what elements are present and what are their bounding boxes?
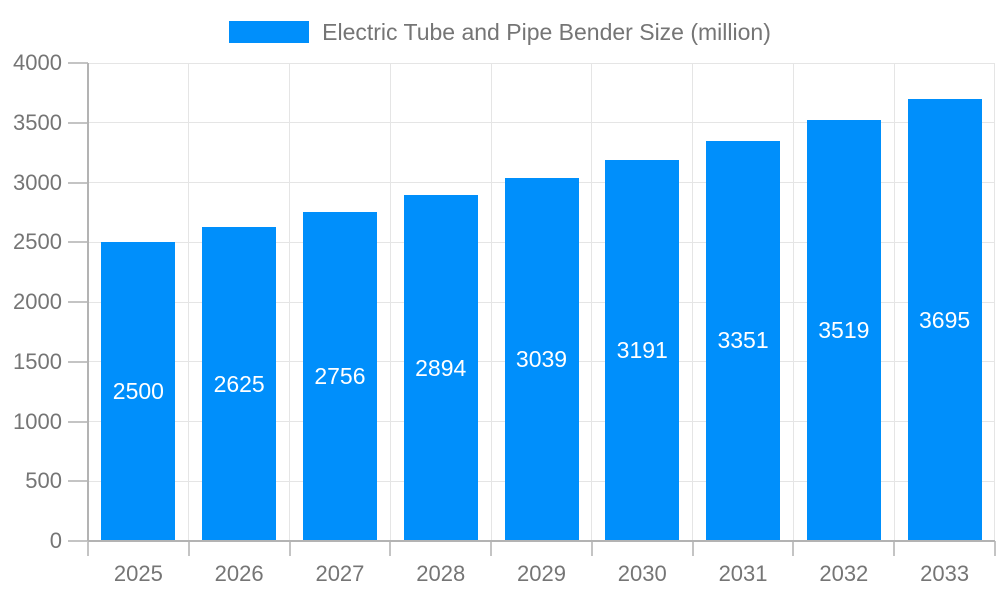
bar-value-label: 2756 — [314, 362, 366, 389]
gridline-vertical — [893, 63, 895, 541]
x-axis-tick — [792, 541, 795, 556]
y-axis-label: 1000 — [13, 408, 62, 434]
bar: 3351 — [706, 140, 781, 541]
bar-value-label: 2625 — [213, 370, 265, 397]
bar-value-label: 3695 — [919, 306, 971, 333]
x-axis-line — [88, 540, 995, 542]
x-axis-label: 2026 — [214, 561, 264, 586]
y-axis-tick — [68, 360, 88, 363]
y-axis-label: 4000 — [13, 50, 62, 75]
gridline-vertical — [188, 63, 190, 541]
x-axis-tick — [187, 541, 190, 556]
bar-value-label: 3519 — [818, 317, 870, 344]
legend-swatch — [229, 21, 310, 43]
y-axis-label: 2000 — [13, 289, 62, 314]
gridline-vertical — [591, 63, 593, 541]
gridline-vertical — [389, 63, 391, 541]
bar: 2500 — [101, 242, 176, 541]
y-axis-label: 1500 — [13, 348, 62, 374]
y-axis-tick — [68, 420, 88, 423]
x-axis-tick — [893, 541, 896, 556]
bar-value-label: 2894 — [415, 354, 467, 381]
bar-value-label: 3191 — [616, 336, 668, 363]
x-axis-tick — [691, 541, 694, 556]
y-axis-tick — [68, 62, 88, 64]
x-axis-tick — [994, 541, 996, 556]
legend[interactable]: Electric Tube and Pipe Bender Size (mill… — [0, 18, 1000, 46]
y-axis-line — [87, 63, 89, 541]
plot-area: 0 500 1000 1500 2000 2500 3000 3500 4000 2500 2625… — [13, 50, 996, 586]
gridline-vertical — [289, 63, 291, 541]
bar-value-label: 3039 — [515, 345, 568, 372]
x-axis-label: 2033 — [920, 561, 970, 586]
x-axis-label: 2031 — [718, 561, 768, 586]
y-axis-tick — [68, 480, 88, 483]
x-axis-label: 2027 — [315, 561, 365, 586]
y-axis-label: 0 — [49, 528, 62, 553]
y-axis-tick — [68, 181, 88, 184]
y-axis-tick — [68, 301, 88, 303]
x-axis-label: 2028 — [416, 561, 466, 586]
x-axis-label: 2032 — [819, 561, 869, 586]
bar: 2894 — [403, 195, 478, 541]
gridline-vertical — [994, 63, 995, 541]
x-axis-tick — [87, 541, 89, 556]
x-axis-label: 2025 — [113, 561, 163, 586]
gridline-vertical — [692, 63, 694, 541]
x-axis-label: 2029 — [517, 561, 566, 586]
bar: 3519 — [806, 120, 881, 541]
x-axis-label: 2030 — [617, 561, 667, 586]
y-axis-label: 3500 — [13, 109, 62, 135]
bar-value-label: 2500 — [112, 378, 164, 405]
x-axis-tick — [389, 541, 392, 556]
gridline-vertical — [490, 63, 492, 541]
y-axis-label: 500 — [25, 468, 62, 494]
bar: 3039 — [504, 177, 579, 541]
bar: 3695 — [907, 99, 982, 541]
x-axis-tick — [590, 541, 593, 556]
bar: 3191 — [605, 159, 680, 541]
y-axis-tick — [68, 121, 88, 124]
bar: 2625 — [202, 227, 277, 541]
y-axis-tick — [68, 540, 88, 542]
bar: 2756 — [302, 211, 377, 541]
x-axis-tick — [288, 541, 291, 556]
y-axis-tick — [68, 241, 88, 244]
gridline-horizontal — [88, 63, 995, 64]
x-axis-tick — [490, 541, 493, 556]
y-axis-label: 2500 — [13, 229, 62, 255]
y-axis-label: 3000 — [13, 169, 62, 195]
gridline-vertical — [792, 63, 794, 541]
legend-label: Electric Tube and Pipe Bender Size (mill… — [322, 18, 771, 45]
bar-value-label: 3351 — [717, 327, 769, 354]
